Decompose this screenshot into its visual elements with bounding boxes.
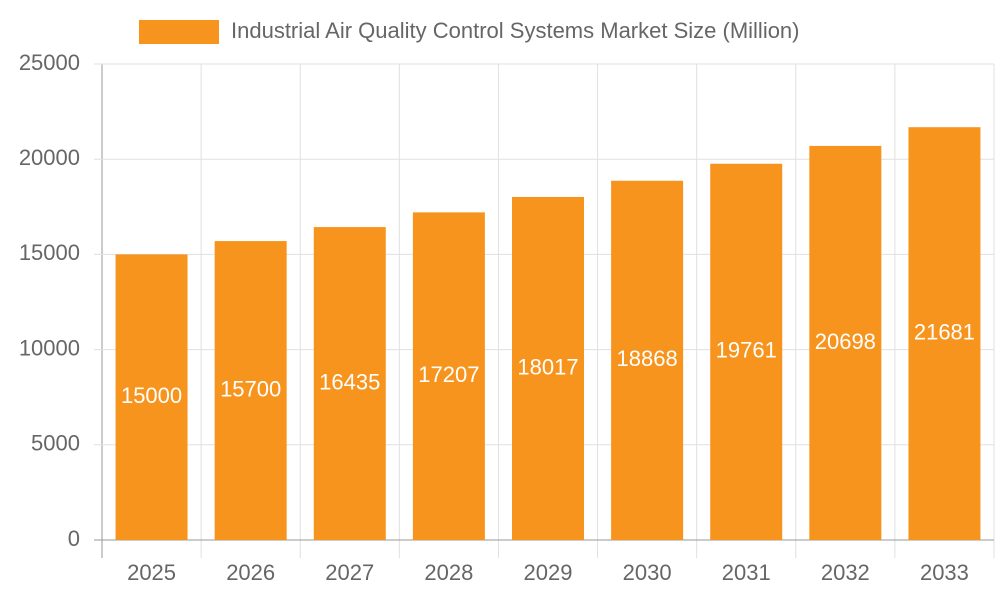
bar bbox=[214, 241, 287, 540]
bar bbox=[412, 212, 485, 540]
y-tick-label: 15000 bbox=[19, 240, 80, 265]
bar bbox=[313, 227, 386, 540]
data-label: 16435 bbox=[319, 369, 380, 394]
bar bbox=[512, 196, 584, 541]
y-tick-label: 25000 bbox=[19, 50, 80, 75]
x-tick-label: 2030 bbox=[623, 560, 672, 585]
data-label: 18868 bbox=[617, 346, 678, 371]
data-label: 19761 bbox=[716, 338, 777, 363]
y-tick-label: 0 bbox=[68, 526, 80, 551]
data-label: 21681 bbox=[914, 319, 975, 344]
x-tick-label: 2027 bbox=[325, 560, 374, 585]
legend-label[interactable]: Industrial Air Quality Control Systems M… bbox=[231, 18, 800, 43]
x-tick-label: 2026 bbox=[226, 560, 275, 585]
data-label: 15700 bbox=[220, 376, 281, 401]
bar bbox=[611, 180, 684, 540]
y-tick-label: 5000 bbox=[31, 431, 80, 456]
bar bbox=[115, 254, 188, 540]
x-tick-label: 2029 bbox=[524, 560, 573, 585]
y-tick-label: 20000 bbox=[19, 145, 80, 170]
bar bbox=[710, 163, 783, 541]
x-tick-label: 2033 bbox=[920, 560, 969, 585]
x-tick-label: 2025 bbox=[127, 560, 176, 585]
x-tick-label: 2032 bbox=[821, 560, 870, 585]
data-label: 20698 bbox=[815, 329, 876, 354]
bar bbox=[809, 145, 882, 540]
x-tick-label: 2028 bbox=[424, 560, 473, 585]
data-label: 15000 bbox=[121, 383, 182, 408]
bar bbox=[908, 127, 981, 541]
x-tick-label: 2031 bbox=[722, 560, 771, 585]
data-label: 17207 bbox=[418, 362, 479, 387]
legend-swatch[interactable] bbox=[139, 20, 219, 44]
data-label: 18017 bbox=[517, 354, 578, 379]
y-tick-label: 10000 bbox=[19, 335, 80, 360]
